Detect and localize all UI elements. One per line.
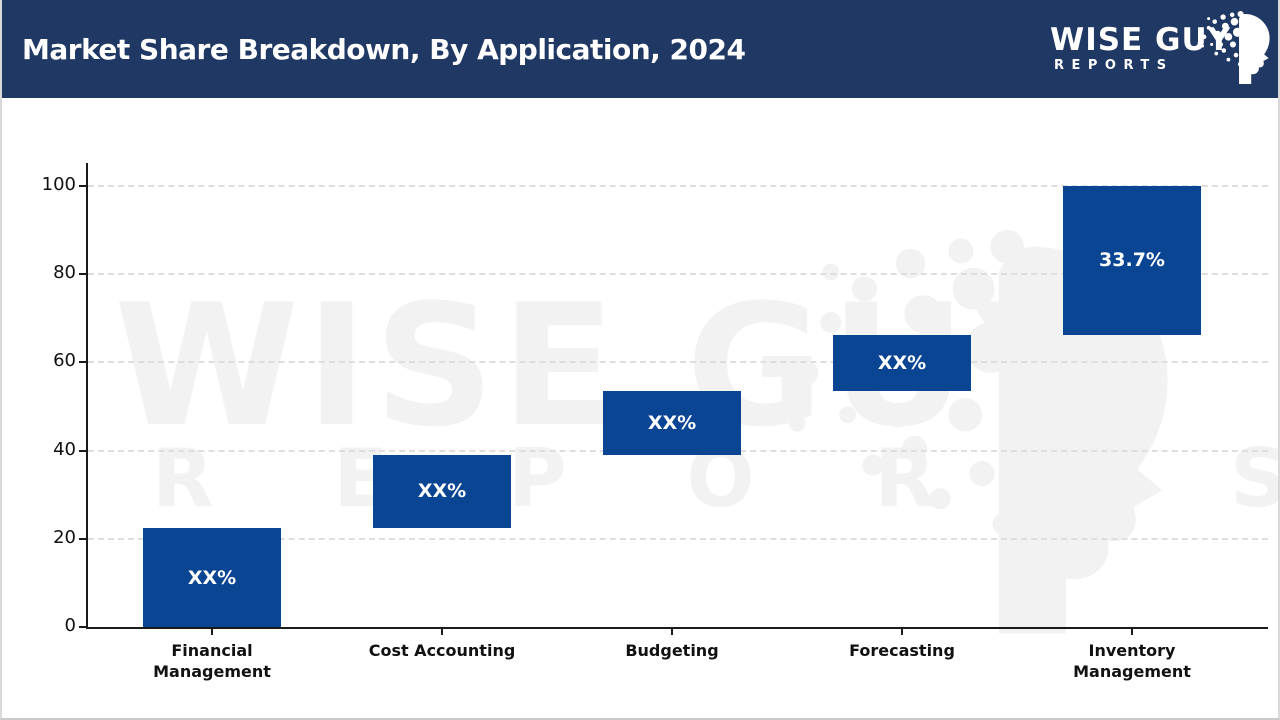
x-category-label-2: Budgeting xyxy=(557,640,787,661)
bar-value-label-4: 33.7% xyxy=(1099,249,1165,272)
x-category-label-line: Budgeting xyxy=(625,641,719,660)
x-tick-4 xyxy=(1131,629,1133,635)
x-category-label-line: Forecasting xyxy=(849,641,955,660)
bar-value-label-2: XX% xyxy=(647,411,697,434)
x-category-label-4: Inventory Management xyxy=(1017,640,1247,682)
y-tick-40 xyxy=(79,449,86,452)
y-tick-60 xyxy=(79,361,86,364)
gridline-y-20 xyxy=(88,537,1268,540)
y-tick-0 xyxy=(79,626,86,628)
x-axis-spine xyxy=(86,627,1268,629)
watermark-head-logo xyxy=(788,230,1168,634)
y-tick-20 xyxy=(79,537,86,540)
y-tick-label-40: 40 xyxy=(53,438,76,460)
wise-guy-reports-logo: WISE GUY REPORTS xyxy=(1024,0,1274,98)
x-tick-0 xyxy=(211,629,213,635)
x-tick-1 xyxy=(441,629,443,635)
y-tick-label-80: 80 xyxy=(53,262,76,284)
gridline-y-80 xyxy=(88,273,1268,276)
bar-4: 33.7% xyxy=(1063,186,1201,335)
x-tick-3 xyxy=(901,629,903,635)
bar-value-label-0: XX% xyxy=(187,566,237,589)
gridline-y-100 xyxy=(88,185,1268,187)
header-bar: Market Share Breakdown, By Application, … xyxy=(2,0,1278,98)
gridline-y-60 xyxy=(88,361,1268,364)
y-tick-label-60: 60 xyxy=(53,350,76,372)
x-tick-2 xyxy=(671,629,673,635)
y-axis-spine xyxy=(86,163,88,629)
x-category-label-3: Forecasting xyxy=(787,640,1017,661)
x-category-label-line: Cost Accounting xyxy=(368,641,516,660)
bar-2: XX% xyxy=(603,391,741,455)
x-category-label-line: Management xyxy=(153,662,271,681)
logo-reports-label: REPORTS xyxy=(1054,58,1174,73)
x-category-label-0: Financial Management xyxy=(97,640,327,682)
bar-3: XX% xyxy=(833,334,971,392)
bar-value-label-3: XX% xyxy=(877,351,927,374)
y-tick-label-100: 100 xyxy=(41,174,76,195)
x-category-label-line: Inventory xyxy=(1088,641,1176,660)
page-title: Market Share Breakdown, By Application, … xyxy=(22,32,746,66)
x-category-label-1: Cost Accounting xyxy=(327,640,557,661)
x-category-label-line: Financial xyxy=(171,641,253,660)
x-category-label-line: Management xyxy=(1073,662,1191,681)
logo-head-icon xyxy=(1201,11,1270,84)
bar-1: XX% xyxy=(373,454,511,529)
bar-value-label-1: XX% xyxy=(417,480,467,503)
y-tick-100 xyxy=(79,185,86,187)
logo-wiseguy-label: WISE GUY xyxy=(1050,22,1232,58)
y-tick-label-20: 20 xyxy=(53,526,76,548)
y-tick-80 xyxy=(79,273,86,276)
bar-0: XX% xyxy=(143,528,281,627)
y-tick-label-0: 0 xyxy=(64,615,76,636)
